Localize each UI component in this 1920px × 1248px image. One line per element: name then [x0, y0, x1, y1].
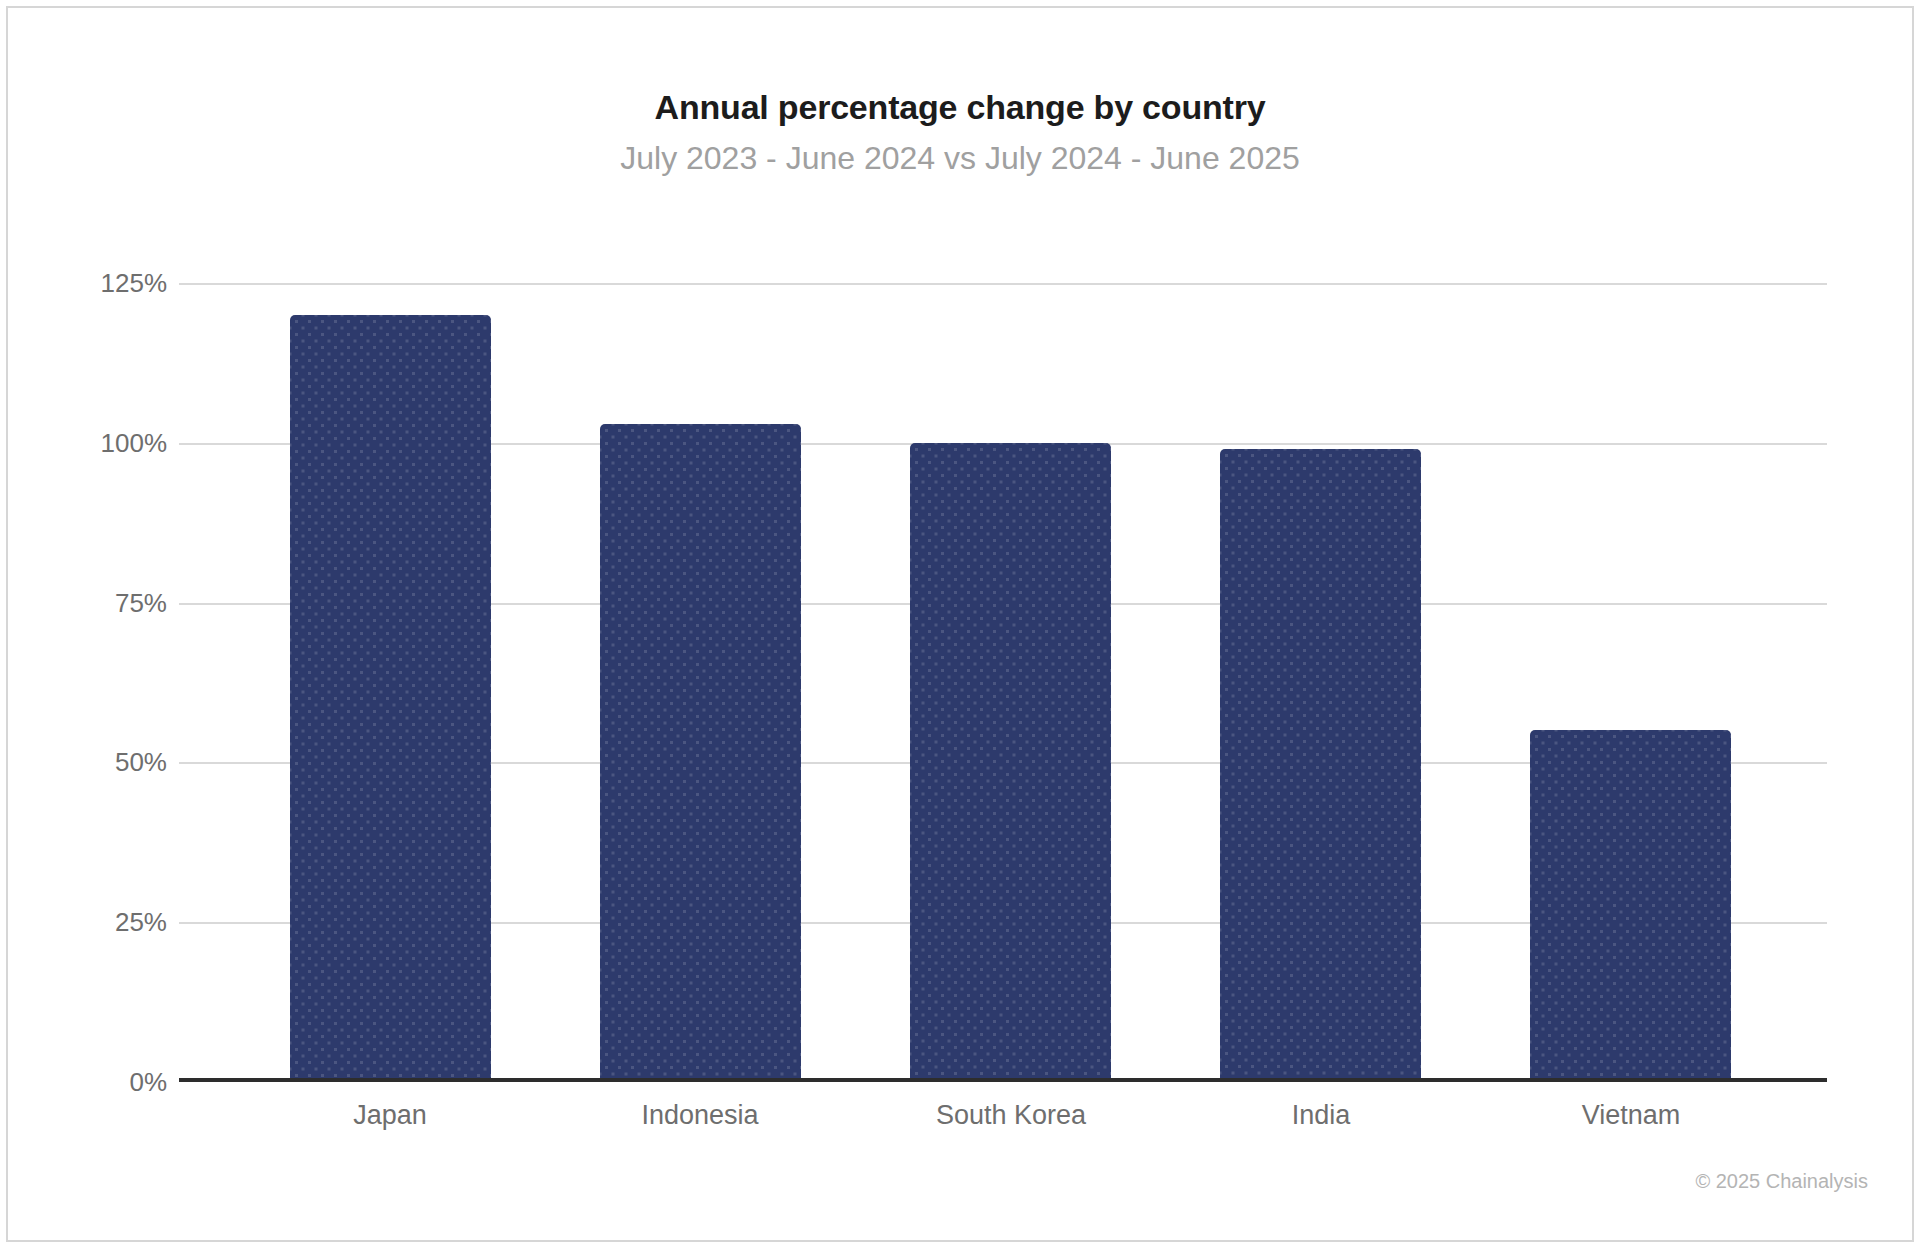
y-tick-label-50: 50%: [0, 747, 167, 778]
x-axis-label: South Korea: [851, 1100, 1171, 1131]
gridline-125: [179, 283, 1827, 285]
chart-subtitle: July 2023 - June 2024 vs July 2024 - Jun…: [0, 140, 1920, 177]
bar: [290, 315, 491, 1082]
y-tick-label-75: 75%: [0, 588, 167, 619]
x-axis-label: Indonesia: [540, 1100, 860, 1131]
copyright-watermark: © 2025 Chainalysis: [1695, 1170, 1868, 1193]
plot-area: [179, 283, 1827, 1082]
y-tick-label-25: 25%: [0, 907, 167, 938]
y-tick-label-0: 0%: [0, 1067, 167, 1098]
bar: [600, 424, 801, 1082]
x-axis-label: Vietnam: [1471, 1100, 1791, 1131]
x-axis-label: India: [1161, 1100, 1481, 1131]
bar: [1530, 730, 1731, 1082]
bar: [1220, 449, 1421, 1082]
x-axis-line: [179, 1078, 1827, 1082]
bar: [910, 443, 1111, 1082]
chart-title: Annual percentage change by country: [0, 88, 1920, 127]
x-axis-label: Japan: [230, 1100, 550, 1131]
y-tick-label-125: 125%: [0, 268, 167, 299]
y-tick-label-100: 100%: [0, 428, 167, 459]
